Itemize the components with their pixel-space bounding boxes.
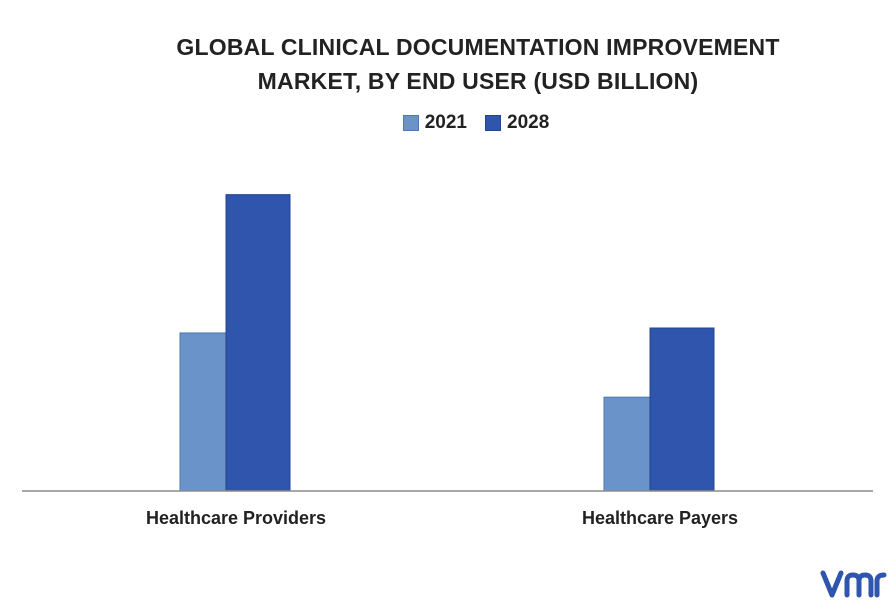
bar-2028-healthcare-providers	[225, 194, 291, 492]
vmr-logo	[820, 567, 890, 606]
chart-title-line-1: GLOBAL CLINICAL DOCUMENTATION IMPROVEMEN…	[176, 34, 780, 60]
vmr-logo-icon	[820, 570, 887, 598]
legend-swatch-2028	[485, 115, 501, 131]
chart-legend: 2021 2028	[0, 112, 896, 134]
legend-label-2028: 2028	[507, 112, 550, 133]
bar-2028-healthcare-payers	[649, 327, 715, 492]
chart-title: GLOBAL CLINICAL DOCUMENTATION IMPROVEMEN…	[0, 30, 896, 98]
category-label-healthcare-providers: Healthcare Providers	[145, 508, 327, 528]
legend-label-2021: 2021	[424, 112, 467, 133]
bar-2021-healthcare-providers	[179, 332, 227, 492]
category-label-healthcare-payers: Healthcare Payers	[581, 508, 739, 528]
legend-swatch-2021	[402, 115, 419, 131]
bar-2021-healthcare-payers	[603, 396, 651, 492]
legend-item-2021: 2021	[402, 112, 467, 134]
chart-title-line-2: MARKET, BY END USER (USD BILLION)	[257, 68, 699, 94]
legend-item-2028: 2028	[485, 112, 549, 134]
